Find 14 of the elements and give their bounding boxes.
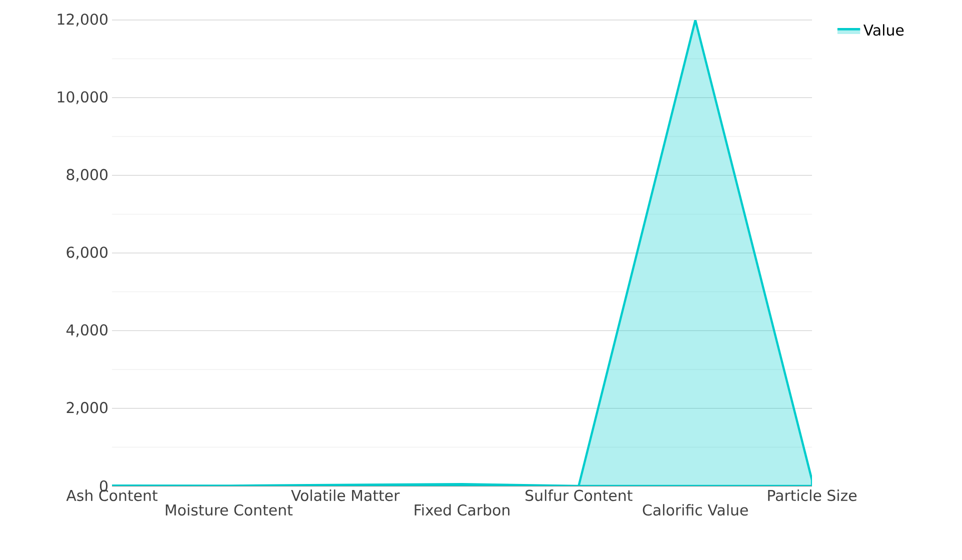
x-tick-label: Fixed Carbon bbox=[414, 504, 510, 516]
y-tick-label: 6,000 bbox=[66, 246, 108, 260]
y-tick-label: 10,000 bbox=[58, 91, 108, 104]
y-tick-label: 4,000 bbox=[66, 324, 108, 338]
x-tick-label: Ash Content bbox=[66, 490, 158, 502]
y-tick-label: 2,000 bbox=[66, 402, 108, 415]
legend-label: Value bbox=[863, 24, 904, 36]
x-tick-label: Particle Size bbox=[768, 490, 857, 502]
x-tick-label: Sulfur Content bbox=[526, 490, 632, 502]
x-tick-label: Moisture Content bbox=[166, 504, 293, 516]
x-tick-label: Calorific Value bbox=[642, 504, 748, 516]
x-tick-label: Volatile Matter bbox=[291, 490, 400, 502]
y-tick-label: 12,000 bbox=[58, 14, 108, 26]
y-tick-label: 8,000 bbox=[66, 168, 108, 182]
